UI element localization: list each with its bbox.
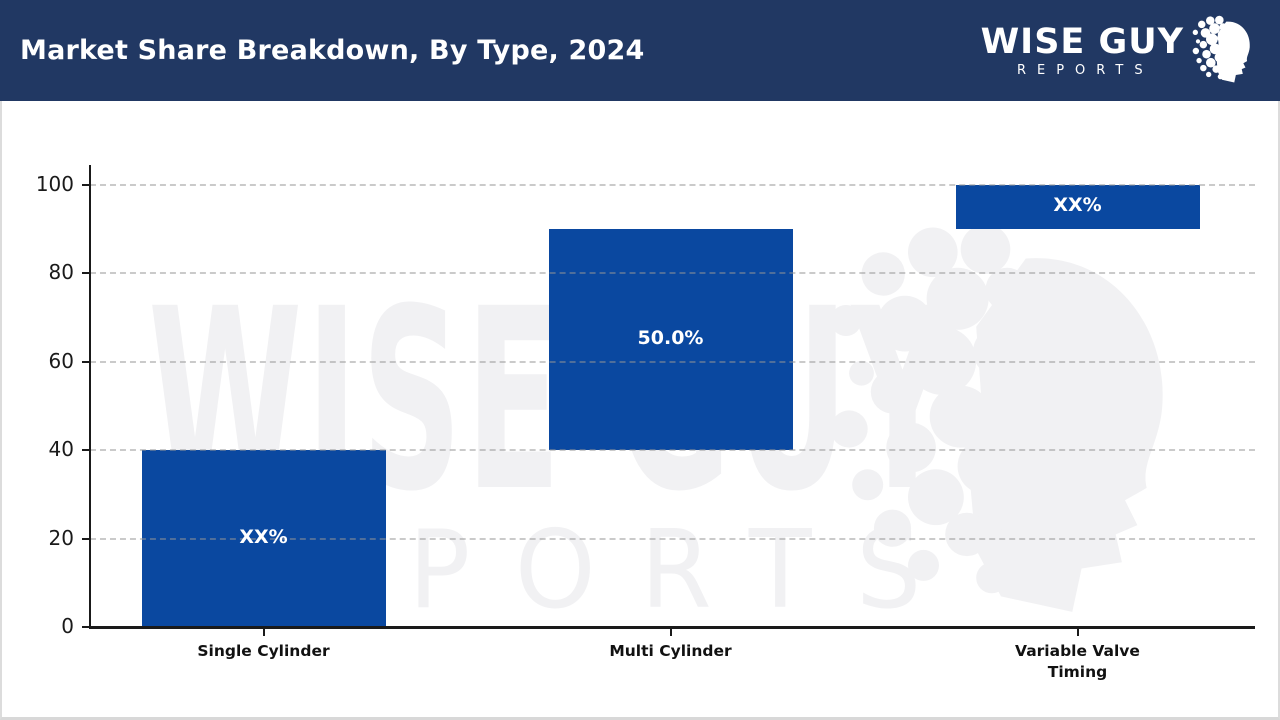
grid-line-60	[90, 360, 1255, 363]
header-bar: Market Share Breakdown, By Type, 2024 WI…	[0, 0, 1280, 101]
grid-line-20	[90, 537, 1255, 540]
wiseguy-face-icon	[1192, 15, 1250, 82]
x-tick-label-multi-cylinder: Multi Cylinder	[609, 642, 732, 660]
y-tick-80	[82, 272, 90, 275]
x-tick-variable-valve-timing	[1076, 628, 1079, 636]
bar-variable-valve-timing	[955, 185, 1200, 230]
grid-line-80	[90, 272, 1255, 275]
bar-value-label-variable-valve-timing: XX%	[1053, 194, 1102, 217]
y-tick-label-40: 40	[48, 437, 74, 462]
y-tick-40	[82, 449, 90, 452]
wiseguy-logo: WISE GUY REPORTS	[981, 13, 1254, 89]
x-tick-label-single-cylinder: Single Cylinder	[197, 642, 330, 660]
grid-line-40	[90, 449, 1255, 452]
y-tick-label-20: 20	[48, 525, 74, 550]
wiseguy-logo-text: WISE GUY REPORTS	[980, 21, 1184, 78]
bar-multi-cylinder	[548, 229, 793, 451]
y-tick-60	[82, 360, 90, 363]
watermark-face-icon	[830, 225, 1163, 612]
y-tick-label-100: 100	[35, 172, 74, 196]
x-tick-multi-cylinder	[669, 628, 672, 636]
y-axis-spine	[89, 165, 91, 629]
y-tick-label-80: 80	[48, 260, 74, 285]
page-title: Market Share Breakdown, By Type, 2024	[20, 35, 645, 66]
y-tick-0	[82, 626, 90, 628]
logo-subtitle: REPORTS	[1016, 62, 1154, 78]
y-tick-20	[82, 537, 90, 540]
y-tick-label-0: 0	[61, 614, 74, 638]
logo-wordmark: WISE GUY	[980, 21, 1184, 62]
y-tick-100	[82, 184, 90, 186]
x-tick-single-cylinder	[262, 628, 265, 636]
x-tick-label-variable-valve-timing: Variable Valve Timing	[1015, 642, 1140, 681]
x-axis-spine	[89, 626, 1255, 629]
bar-value-label-multi-cylinder: 50.0%	[637, 326, 704, 349]
grid-line-100	[90, 184, 1255, 186]
bar-value-label-single-cylinder: XX%	[239, 525, 288, 548]
y-tick-label-60: 60	[48, 348, 74, 373]
